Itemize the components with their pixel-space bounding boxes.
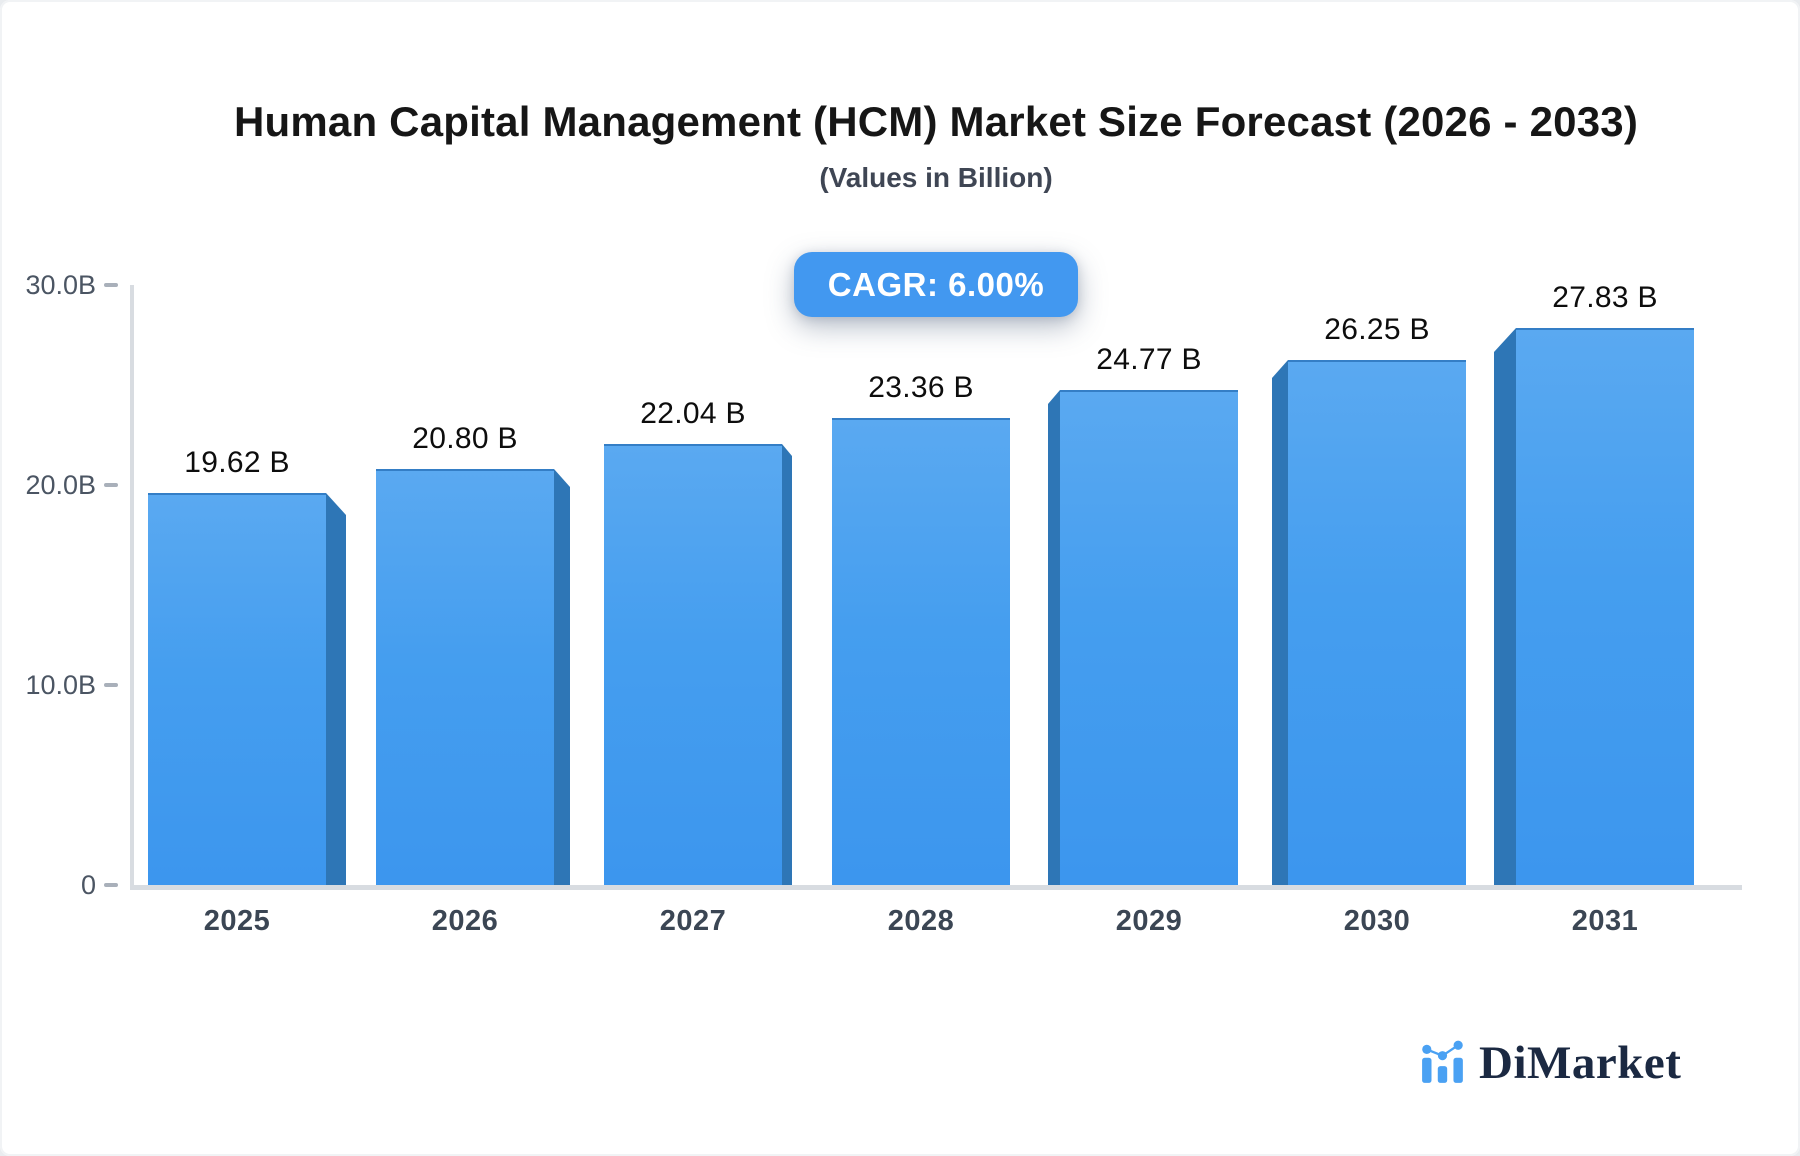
y-axis-label: 10.0B: [25, 670, 96, 700]
brand-logo: DiMarket: [1420, 1036, 1681, 1090]
y-axis-tick: [104, 483, 118, 487]
y-axis-tick: [104, 283, 118, 287]
bar-2028[interactable]: [832, 418, 1010, 885]
x-axis-label: 2028: [887, 905, 955, 937]
y-axis-tick: [104, 883, 118, 887]
bar-3d-side: [1494, 328, 1516, 885]
bar-2025[interactable]: [148, 493, 326, 885]
bar-value-label: 23.36 B: [868, 371, 974, 404]
bar-value-label: 20.80 B: [412, 422, 518, 455]
bar-value-label: 19.62 B: [184, 446, 290, 479]
x-axis-label: 2030: [1343, 905, 1411, 937]
cagr-badge: CAGR: 6.00%: [793, 252, 1079, 317]
bar-value-label: 24.77 B: [1096, 343, 1202, 376]
bar-3d-side: [782, 444, 792, 885]
bar-2026[interactable]: [376, 469, 554, 885]
bar-2029[interactable]: [1060, 390, 1238, 885]
bar-2031[interactable]: [1516, 328, 1694, 885]
bar-3d-side: [1048, 390, 1060, 885]
bar-2030[interactable]: [1288, 360, 1466, 885]
bar-value-label: 26.25 B: [1324, 313, 1430, 346]
x-axis-label: 2026: [431, 905, 499, 937]
cagr-badge-row: CAGR: 6.00%: [130, 252, 1742, 317]
y-axis-tick: [104, 683, 118, 687]
chart-title: Human Capital Management (HCM) Market Si…: [233, 98, 1639, 145]
chart-header: Human Capital Management (HCM) Market Si…: [130, 0, 1742, 196]
bar-value-label: 22.04 B: [640, 397, 746, 430]
chart-subtitle: (Values in Billion): [819, 162, 1053, 193]
bar-3d-side: [326, 493, 346, 885]
x-axis-label: 2031: [1571, 905, 1639, 937]
bar-2027[interactable]: [604, 444, 782, 885]
x-axis-label: 2029: [1115, 905, 1183, 937]
y-axis-label: 30.0B: [25, 270, 96, 300]
bar-value-label: 27.83 B: [1552, 281, 1658, 314]
bar-3d-side: [554, 469, 570, 885]
x-axis-label: 2027: [659, 905, 727, 937]
bar-line-chart-icon: [1422, 1040, 1463, 1083]
y-axis-label: 0: [80, 870, 96, 900]
bar-3d-side: [1272, 360, 1288, 885]
x-axis-line: [130, 885, 1742, 890]
x-axis-label: 2025: [203, 905, 271, 937]
y-axis-line: [130, 285, 134, 885]
y-axis-label: 20.0B: [25, 470, 96, 500]
brand-name: DiMarket: [1479, 1037, 1682, 1089]
